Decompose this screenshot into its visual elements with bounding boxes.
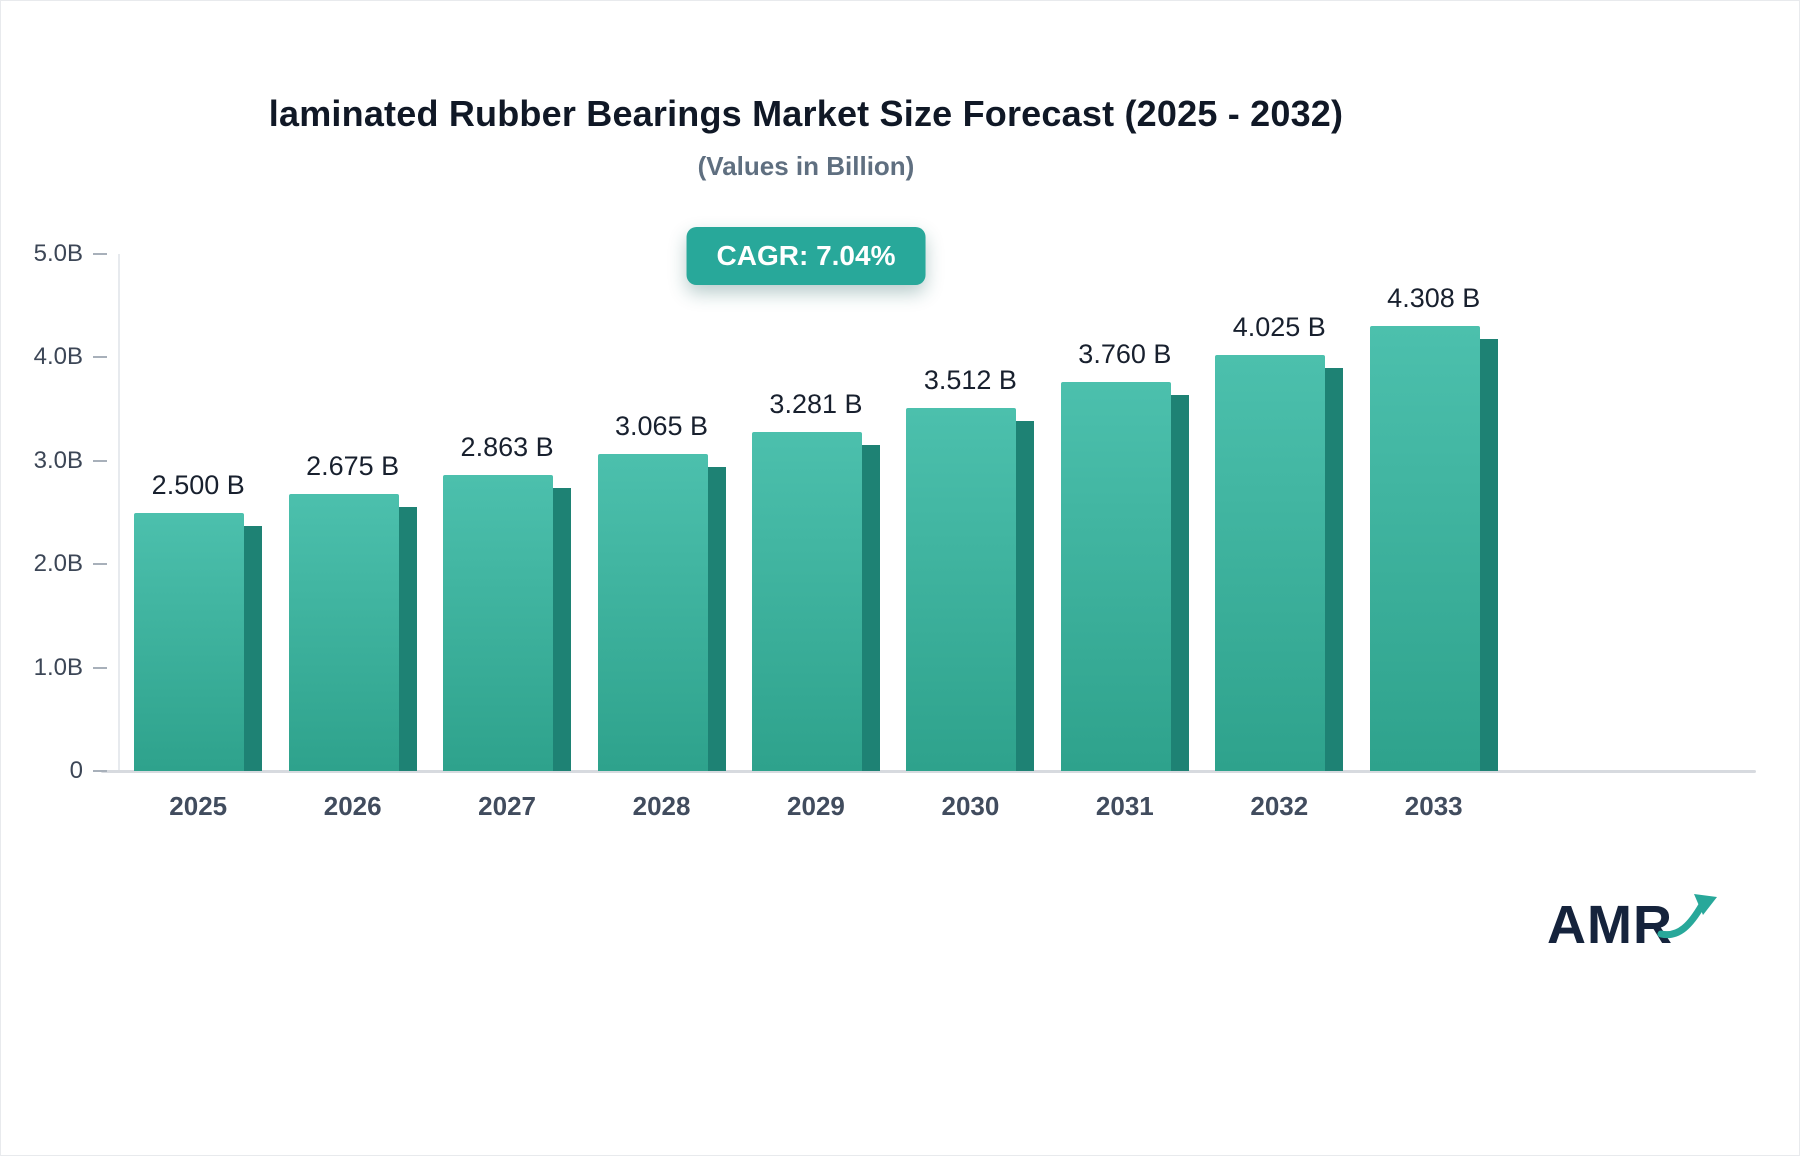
- bar-side-shadow: [1170, 395, 1189, 771]
- logo-text: AMR: [1547, 895, 1673, 955]
- bar-side-shadow: [1016, 420, 1035, 771]
- amr-logo: AMR: [1547, 892, 1719, 956]
- bar-value-label: 4.308 B: [1387, 282, 1481, 313]
- bar-group: 2.675 B 2026: [275, 254, 429, 821]
- y-axis-tick-label: 4.0B: [33, 343, 83, 371]
- x-axis-label: 2028: [632, 791, 691, 821]
- y-axis-tick-label: 5.0B: [33, 240, 83, 267]
- bar-value-label: 4.025 B: [1232, 311, 1326, 342]
- bar-face: [1215, 354, 1326, 771]
- bar: 4.025 B: [1215, 312, 1344, 771]
- bar-side-shadow: [244, 525, 263, 771]
- plot-area: 2.500 B 2025 2.675 B 2026 2.863 B 2027 3.065 B…: [121, 254, 1511, 821]
- x-axis-label: 2032: [1250, 791, 1309, 821]
- bar-group: 3.281 B 2029: [739, 254, 893, 821]
- bar-face: [288, 494, 399, 771]
- bar-face: [1060, 382, 1171, 771]
- x-axis-label: 2031: [1095, 791, 1154, 821]
- y-axis-tick-label: 3.0B: [33, 446, 83, 474]
- bar-face: [906, 407, 1017, 771]
- x-axis-label: 2027: [478, 791, 537, 821]
- bar-side-shadow: [1325, 367, 1344, 771]
- bar-value-label: 3.760 B: [1078, 339, 1172, 370]
- y-axis-tick-mark: [93, 459, 107, 462]
- y-axis-tick-label: 0: [69, 757, 83, 784]
- bar-group: 3.065 B 2028: [584, 254, 738, 821]
- y-axis-tick-label: 2.0B: [33, 550, 83, 578]
- bar-face: [597, 454, 708, 771]
- bar-group: 3.760 B 2031: [1048, 254, 1202, 821]
- bar: 3.065 B: [597, 411, 726, 771]
- bar-value-label: 2.500 B: [151, 469, 245, 500]
- bar-group: 2.863 B 2027: [430, 254, 584, 821]
- y-axis-tick-mark: [93, 666, 107, 669]
- growth-arrow-icon: [1657, 892, 1719, 949]
- bar: 3.281 B: [751, 389, 880, 771]
- bar-side-shadow: [553, 487, 572, 771]
- x-axis-label: 2033: [1404, 791, 1463, 821]
- x-axis-label: 2029: [787, 791, 845, 821]
- bar-value-label: 2.675 B: [306, 451, 400, 482]
- y-axis-tick-mark: [93, 356, 107, 359]
- bar: 2.863 B: [443, 432, 572, 771]
- y-axis-line: [118, 254, 120, 771]
- x-axis-label: 2030: [941, 791, 1000, 821]
- bar-group: 2.500 B 2025: [121, 254, 275, 821]
- chart-title: laminated Rubber Bearings Market Size Fo…: [268, 93, 1344, 134]
- bar: 4.308 B: [1369, 283, 1498, 771]
- bar: 3.512 B: [906, 365, 1035, 771]
- x-axis-line: [101, 770, 1756, 773]
- bar-value-label: 2.863 B: [460, 431, 554, 462]
- x-axis-label: 2026: [323, 791, 382, 821]
- bar-side-shadow: [1479, 338, 1498, 771]
- bar: 2.500 B: [134, 470, 263, 771]
- y-axis-tick-label: 1.0B: [33, 653, 83, 681]
- bar-group: 4.308 B 2033: [1357, 254, 1511, 821]
- bar-face: [1369, 325, 1480, 771]
- bar-face: [751, 431, 862, 771]
- bar-value-label: 3.512 B: [923, 364, 1017, 395]
- bar-value-label: 3.281 B: [769, 388, 863, 419]
- bar-side-shadow: [707, 467, 726, 771]
- bar-group: 3.512 B 2030: [893, 254, 1047, 821]
- bar-group: 4.025 B 2032: [1202, 254, 1356, 821]
- bar-face: [134, 512, 245, 771]
- y-axis-tick-mark: [93, 563, 107, 566]
- y-axis-tick-mark: [93, 770, 107, 772]
- cagr-badge: CAGR: 7.04%: [686, 227, 926, 285]
- x-axis-label: 2025: [169, 791, 228, 821]
- chart-subtitle: (Values in Billion): [697, 151, 915, 181]
- bar-value-label: 3.065 B: [614, 411, 709, 442]
- bar: 2.675 B: [288, 451, 417, 771]
- bar-side-shadow: [398, 507, 417, 771]
- y-axis-tick-mark: [93, 253, 107, 255]
- bar-face: [443, 474, 554, 771]
- bar: 3.760 B: [1060, 339, 1189, 771]
- bar-side-shadow: [861, 444, 880, 771]
